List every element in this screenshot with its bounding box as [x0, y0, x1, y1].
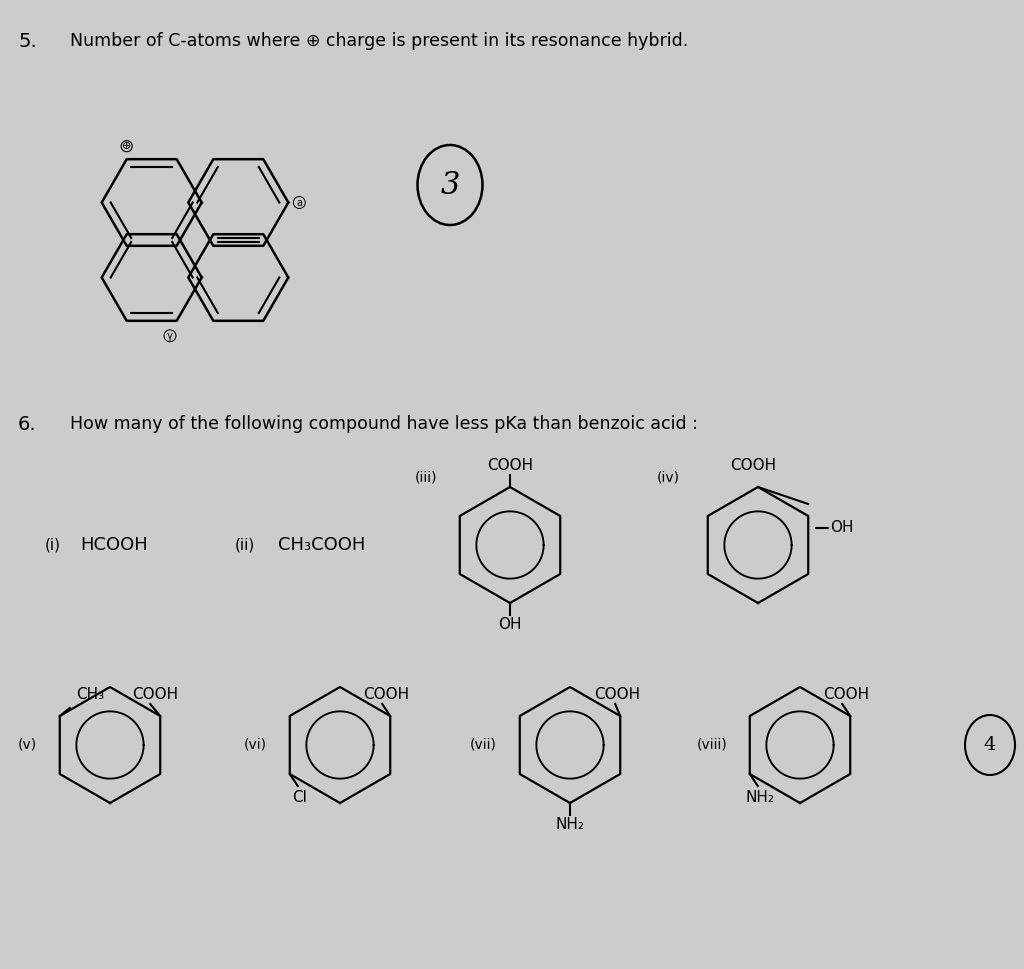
Text: COOH: COOH: [132, 687, 178, 702]
Text: OH: OH: [830, 520, 853, 535]
Text: ⊕: ⊕: [122, 141, 131, 151]
Text: How many of the following compound have less pKa than benzoic acid :: How many of the following compound have …: [70, 415, 698, 433]
Text: γ: γ: [167, 330, 173, 341]
Text: Cl: Cl: [292, 790, 307, 805]
Text: COOH: COOH: [823, 687, 869, 702]
Text: (ii): (ii): [234, 538, 255, 552]
Text: HCOOH: HCOOH: [80, 536, 147, 554]
Text: COOH: COOH: [594, 687, 640, 702]
Text: 4: 4: [984, 736, 996, 754]
Text: COOH: COOH: [487, 458, 534, 473]
Text: (v): (v): [17, 738, 37, 752]
Text: OH: OH: [499, 617, 522, 632]
Text: (iv): (iv): [657, 470, 680, 484]
Text: (vi): (vi): [244, 738, 267, 752]
Text: (vii): (vii): [470, 738, 497, 752]
Text: 5.: 5.: [18, 32, 37, 51]
Text: (i): (i): [45, 538, 61, 552]
Text: Number of C-atoms where ⊕ charge is present in its resonance hybrid.: Number of C-atoms where ⊕ charge is pres…: [70, 32, 688, 50]
Text: (viii): (viii): [696, 738, 727, 752]
Text: NH₂: NH₂: [745, 790, 774, 805]
Text: NH₂: NH₂: [555, 817, 585, 832]
Text: 3: 3: [440, 170, 460, 201]
Text: CH₃: CH₃: [76, 687, 103, 702]
Text: CH₃COOH: CH₃COOH: [278, 536, 366, 554]
Text: COOH: COOH: [730, 458, 776, 473]
Text: (iii): (iii): [415, 470, 437, 484]
Text: 6.: 6.: [18, 415, 37, 434]
Text: COOH: COOH: [364, 687, 410, 702]
Text: a: a: [296, 198, 302, 207]
